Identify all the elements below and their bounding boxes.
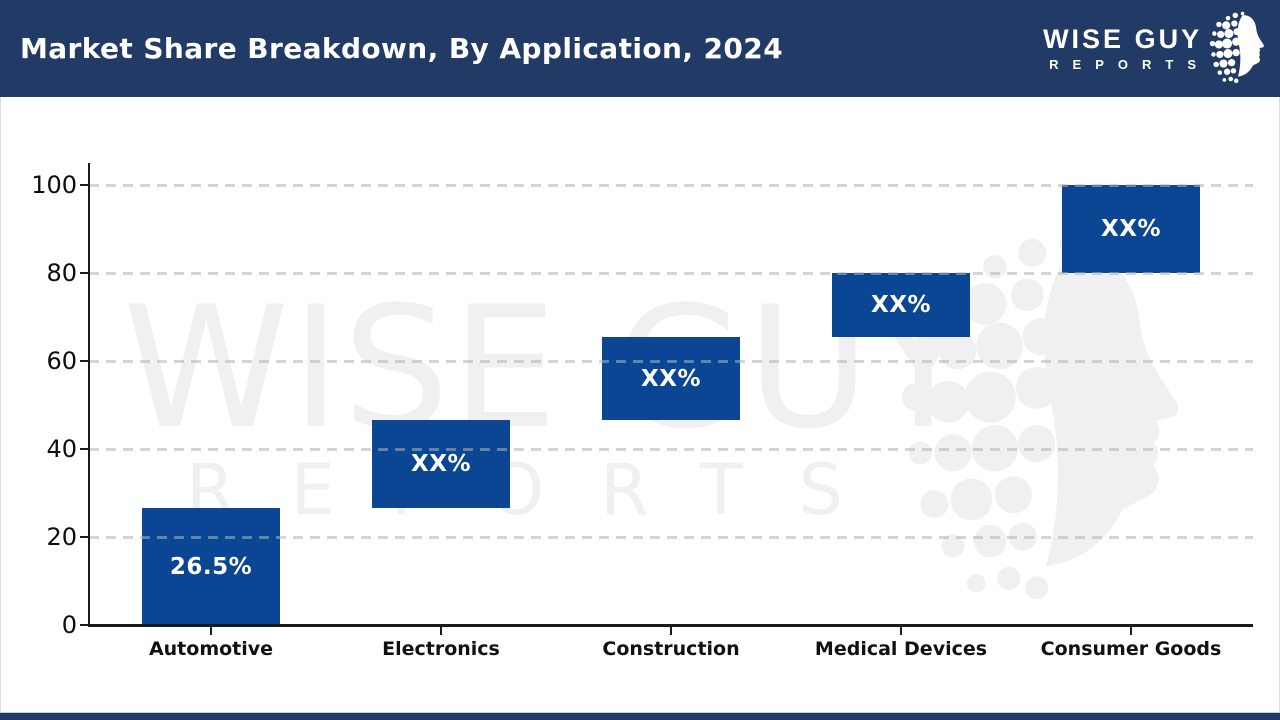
y-axis-line — [88, 163, 90, 627]
x-tick-mark — [440, 627, 442, 635]
y-tick-mark — [80, 184, 89, 186]
bar-construction: XX% — [602, 336, 740, 421]
bar-value-label: XX% — [870, 291, 931, 318]
bar-electronics: XX% — [372, 420, 510, 509]
bar-value-label: XX% — [1100, 216, 1161, 242]
y-tick-label: 60 — [46, 347, 77, 375]
gridline — [89, 359, 1253, 363]
x-category-label: Construction — [602, 638, 740, 660]
plot-region: 0 20 40 60 80 100 26.5% Automotive XX% Electronic… — [1, 97, 1279, 713]
x-category-label: Automotive — [148, 638, 274, 660]
y-tick-mark — [80, 360, 89, 362]
title-bar: Market Share Breakdown, By Application, … — [0, 0, 1280, 97]
x-category-label: Consumer Goods — [1040, 638, 1222, 660]
y-tick-label: 0 — [61, 611, 77, 639]
wiseguy-logo-text: WISE GUY REPORTS — [1035, 24, 1210, 72]
bar-value-label: XX% — [640, 365, 701, 392]
bar-value-label: XX% — [410, 451, 471, 478]
x-category-label: Electronics — [382, 638, 500, 660]
wiseguy-logo: WISE GUY REPORTS — [1035, 9, 1268, 89]
wiseguy-head-icon — [1208, 9, 1268, 89]
y-tick-label: 20 — [46, 523, 77, 551]
gridline — [89, 535, 1253, 539]
y-tick-mark — [80, 272, 89, 274]
gridline — [89, 447, 1253, 451]
x-tick-mark — [210, 627, 212, 635]
x-axis-line — [89, 624, 1253, 627]
logo-subtitle: REPORTS — [1049, 57, 1210, 72]
y-tick-label: 40 — [46, 435, 77, 463]
page-title: Market Share Breakdown, By Application, … — [20, 32, 784, 65]
x-tick-mark — [670, 627, 672, 635]
x-tick-mark — [1130, 627, 1132, 635]
x-tick-mark — [900, 627, 902, 635]
y-tick-mark — [80, 448, 89, 450]
gridline — [89, 271, 1253, 275]
y-tick-mark — [80, 536, 89, 538]
bar-automotive: 26.5% — [142, 508, 280, 625]
logo-wordmark: WISE GUY — [1043, 24, 1203, 54]
bar-medical-devices: XX% — [832, 273, 970, 337]
y-tick-label: 80 — [46, 259, 77, 287]
y-tick-mark — [80, 624, 89, 626]
chart-area: WISE GUY REPORTS 0 20 40 60 80 100 26.5% Automo… — [0, 97, 1280, 713]
x-category-label: Medical Devices — [814, 638, 988, 660]
bar-consumer-goods: XX% — [1062, 185, 1200, 273]
bar-value-label: 26.5% — [169, 553, 253, 580]
gridline — [89, 183, 1253, 187]
y-tick-label: 100 — [31, 171, 77, 199]
footer-bar — [0, 712, 1280, 720]
